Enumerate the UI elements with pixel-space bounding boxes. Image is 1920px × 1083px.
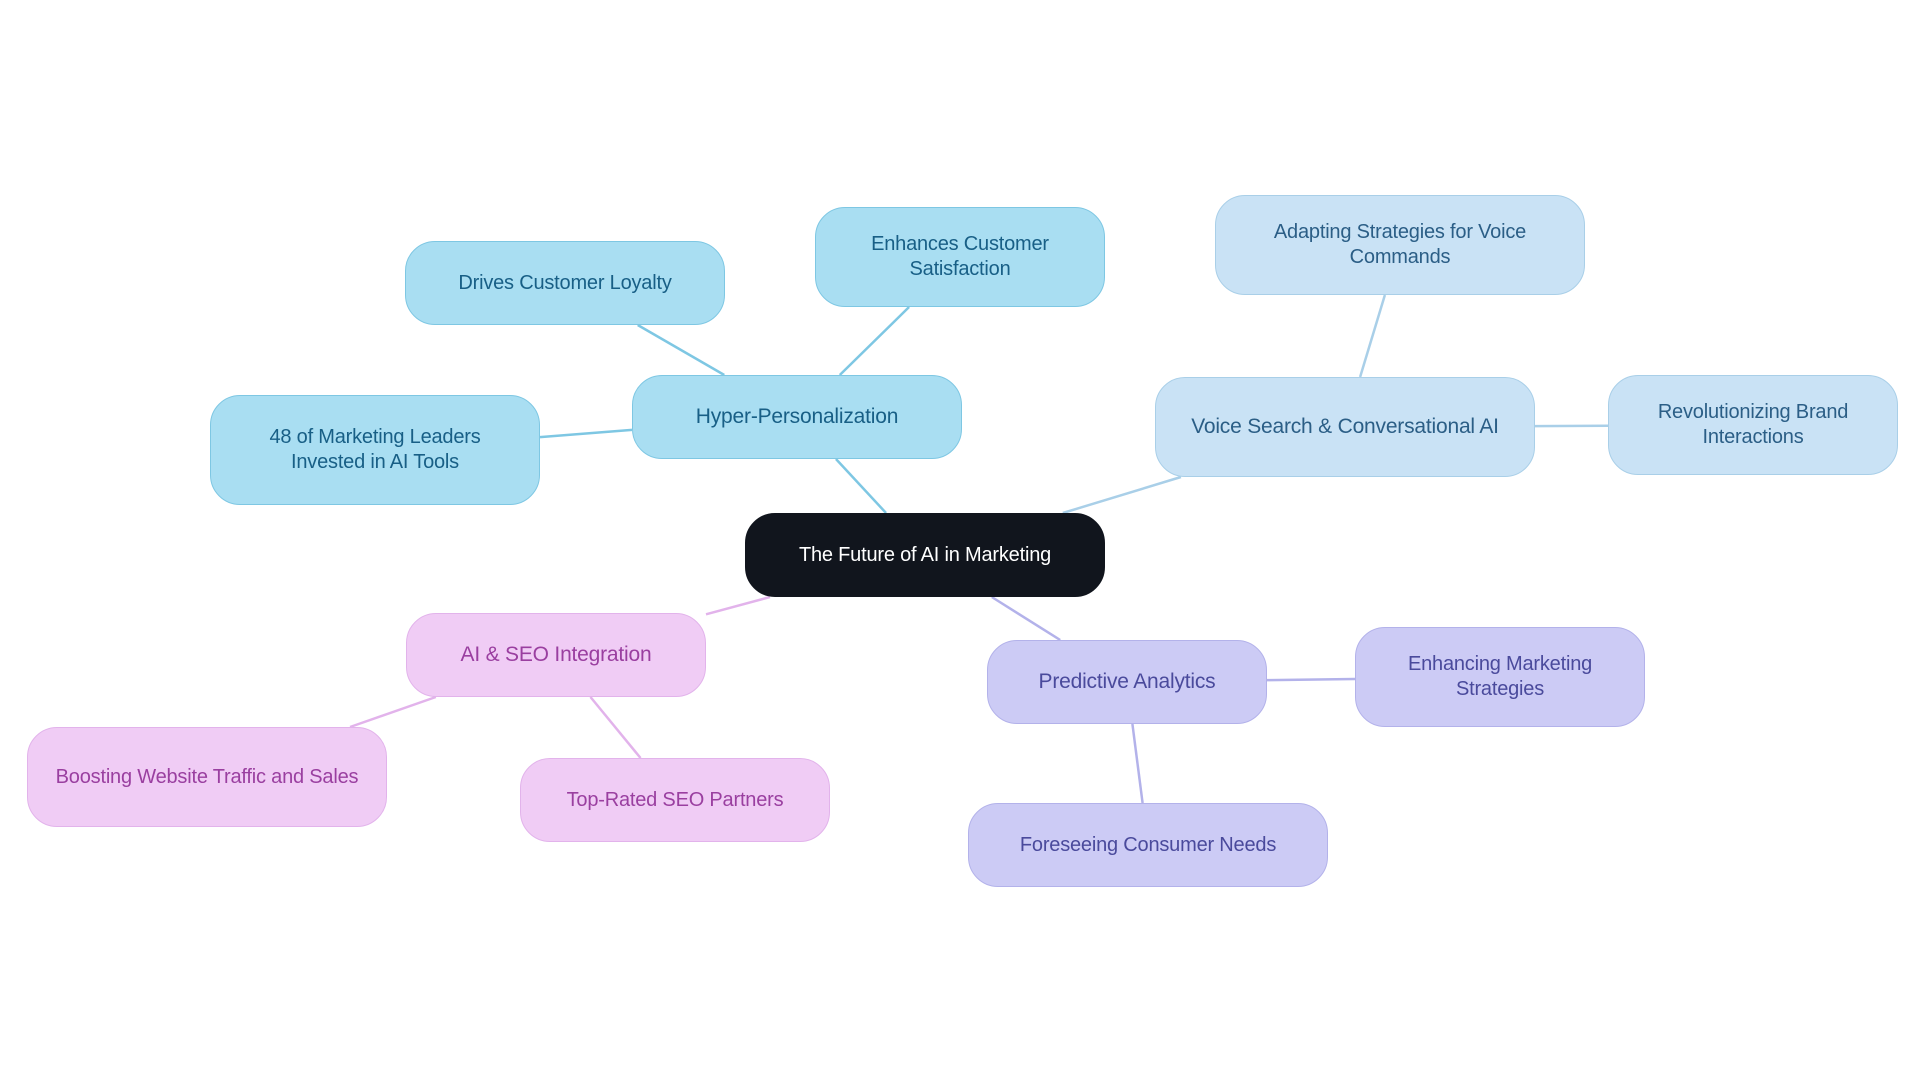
node-label: Hyper-Personalization <box>696 404 898 430</box>
node-enhancing: Enhancing Marketing Strategies <box>1355 627 1645 727</box>
node-label: Top-Rated SEO Partners <box>567 788 784 813</box>
node-boosting: Boosting Website Traffic and Sales <box>27 727 387 827</box>
edge-hyper-invested <box>540 430 632 437</box>
node-label: Revolutionizing Brand Interactions <box>1635 400 1871 450</box>
edge-seo-topseo <box>590 697 640 758</box>
edge-seo-boosting <box>350 697 436 727</box>
node-label: Enhances Customer Satisfaction <box>842 232 1078 282</box>
edge-center-voice <box>1063 477 1181 513</box>
edge-center-seo <box>706 597 770 614</box>
node-label: Enhancing Marketing Strategies <box>1382 652 1618 702</box>
node-invested: 48 of Marketing Leaders Invested in AI T… <box>210 395 540 505</box>
node-label: 48 of Marketing Leaders Invested in AI T… <box>237 425 513 475</box>
node-foreseeing: Foreseeing Consumer Needs <box>968 803 1328 887</box>
edge-predictive-foreseeing <box>1132 724 1142 803</box>
edge-center-predictive <box>992 597 1060 640</box>
node-label: AI & SEO Integration <box>461 642 652 668</box>
node-revolutionizing: Revolutionizing Brand Interactions <box>1608 375 1898 475</box>
node-label: Drives Customer Loyalty <box>458 271 671 296</box>
node-voice: Voice Search & Conversational AI <box>1155 377 1535 477</box>
node-label: Adapting Strategies for Voice Commands <box>1242 220 1558 270</box>
node-label: Predictive Analytics <box>1039 669 1216 695</box>
node-center: The Future of AI in Marketing <box>745 513 1105 597</box>
node-topseo: Top-Rated SEO Partners <box>520 758 830 842</box>
node-loyalty: Drives Customer Loyalty <box>405 241 725 325</box>
edge-hyper-enhances <box>840 307 909 375</box>
node-label: Voice Search & Conversational AI <box>1191 414 1499 440</box>
node-seo: AI & SEO Integration <box>406 613 706 697</box>
edge-predictive-enhancing <box>1267 679 1355 680</box>
edge-hyper-loyalty <box>638 325 725 375</box>
node-predictive: Predictive Analytics <box>987 640 1267 724</box>
edge-voice-adapting <box>1360 295 1385 377</box>
edge-center-hyper <box>836 459 886 513</box>
node-enhances: Enhances Customer Satisfaction <box>815 207 1105 307</box>
node-hyper: Hyper-Personalization <box>632 375 962 459</box>
node-label: Foreseeing Consumer Needs <box>1020 833 1276 858</box>
node-label: The Future of AI in Marketing <box>799 543 1051 568</box>
node-label: Boosting Website Traffic and Sales <box>56 765 359 790</box>
node-adapting: Adapting Strategies for Voice Commands <box>1215 195 1585 295</box>
